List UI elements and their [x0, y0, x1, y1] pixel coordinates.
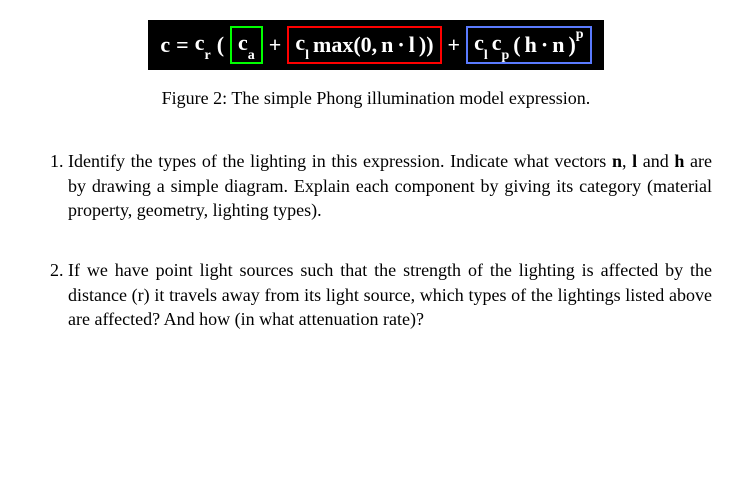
- specular-cl: cl: [474, 30, 488, 60]
- figure-caption: Figure 2: The simple Phong illumination …: [40, 88, 712, 109]
- ambient-term: ca: [238, 30, 255, 60]
- phong-formula: c = cr ( ca + cl max(0, n · l )) + cl cp…: [148, 20, 603, 70]
- open-paren: (: [217, 32, 224, 58]
- specular-h: h: [525, 32, 537, 58]
- diffuse-n: n: [381, 32, 393, 58]
- question-list: Identify the types of the lighting in th…: [40, 149, 712, 331]
- specular-dot: ·: [541, 32, 548, 58]
- plus1: +: [269, 32, 282, 58]
- specular-box: cl cp ( h · n )p: [466, 26, 592, 64]
- diffuse-max: max(0,: [313, 32, 377, 58]
- specular-close: )p: [568, 32, 583, 58]
- plus2: +: [448, 32, 461, 58]
- prefix-cr: cr: [195, 30, 211, 60]
- diffuse-cl: cl: [295, 30, 309, 60]
- diffuse-dot: ·: [397, 32, 404, 58]
- diffuse-close: )): [419, 32, 434, 58]
- ambient-box: ca: [230, 26, 263, 64]
- question-2: If we have point light sources such that…: [68, 258, 712, 331]
- specular-cp: cp: [492, 30, 510, 60]
- equals: =: [176, 32, 189, 58]
- diffuse-box: cl max(0, n · l )): [287, 26, 441, 64]
- question-1: Identify the types of the lighting in th…: [68, 149, 712, 222]
- diffuse-l: l: [409, 32, 415, 58]
- lhs: c: [160, 32, 170, 58]
- specular-open: (: [513, 32, 520, 58]
- formula-container: c = cr ( ca + cl max(0, n · l )) + cl cp…: [40, 20, 712, 70]
- specular-n: n: [552, 32, 564, 58]
